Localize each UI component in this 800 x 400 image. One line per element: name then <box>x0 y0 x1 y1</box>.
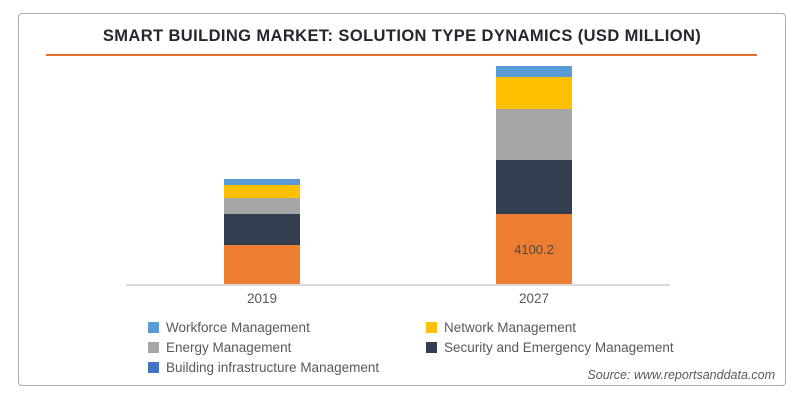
plot-area: 2019 2027 4100.2 <box>126 14 670 306</box>
legend-swatch-network-management <box>426 321 437 333</box>
chart-title: SMART BUILDING MARKET: SOLUTION TYPE DYN… <box>102 27 702 45</box>
legend-swatch-building-infrastructure-management <box>148 361 159 373</box>
bar-stack-2019 <box>224 179 300 284</box>
legend-item-network-management: Network Management <box>426 319 674 335</box>
source-attribution: Source: www.reportsanddata.com <box>587 368 775 382</box>
segment-2027-building-infrastructure-management: 4100.2 <box>496 214 572 284</box>
segment-2019-energy-management <box>224 198 300 214</box>
legend-swatch-energy-management <box>148 341 159 353</box>
segment-2019-security-and-emergency-management <box>224 214 300 245</box>
legend: Workforce Management Network Management … <box>148 319 674 375</box>
legend-label-energy-management: Energy Management <box>166 339 292 355</box>
x-axis-label-2019: 2019 <box>246 291 278 306</box>
data-label-2027-building-infrastructure-management: 4100.2 <box>514 241 554 257</box>
legend-item-building-infrastructure-management: Building infrastructure Management <box>148 359 426 375</box>
title-underline-rule <box>46 54 757 56</box>
legend-label-security-and-emergency-management: Security and Emergency Management <box>444 339 674 355</box>
legend-item-security-and-emergency-management: Security and Emergency Management <box>426 339 674 355</box>
segment-2027-security-and-emergency-management <box>496 160 572 214</box>
segment-2027-energy-management <box>496 109 572 161</box>
legend-swatch-workforce-management <box>148 321 159 333</box>
legend-label-network-management: Network Management <box>444 319 577 335</box>
legend-label-workforce-management: Workforce Management <box>166 319 310 335</box>
legend-item-workforce-management: Workforce Management <box>148 319 426 335</box>
legend-label-building-infrastructure-management: Building infrastructure Management <box>166 359 380 375</box>
x-axis-label-2027: 2027 <box>518 291 550 306</box>
segment-2019-network-management <box>224 185 300 198</box>
bar-stack-2027: 4100.2 <box>496 66 572 284</box>
segment-2027-workforce-management <box>496 66 572 78</box>
legend-swatch-security-and-emergency-management <box>426 341 437 353</box>
chart-card: SMART BUILDING MARKET: SOLUTION TYPE DYN… <box>18 13 786 386</box>
segment-2019-workforce-management <box>224 179 300 185</box>
segment-2027-network-management <box>496 77 572 110</box>
segment-2019-building-infrastructure-management <box>224 245 300 284</box>
legend-item-energy-management: Energy Management <box>148 339 426 355</box>
